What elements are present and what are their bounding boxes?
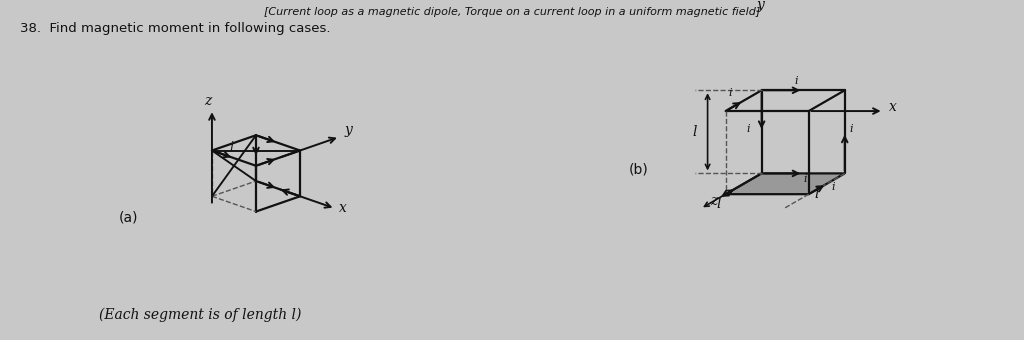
Text: x: x xyxy=(890,100,897,114)
Text: l: l xyxy=(814,187,819,201)
Text: i: i xyxy=(729,88,732,98)
Text: i: i xyxy=(746,124,751,134)
Text: z: z xyxy=(204,94,211,107)
Text: i: i xyxy=(831,183,836,192)
Text: i: i xyxy=(850,124,853,134)
Text: l: l xyxy=(716,197,721,211)
Text: 38.  Find magnetic moment in following cases.: 38. Find magnetic moment in following ca… xyxy=(20,22,331,35)
Text: (b): (b) xyxy=(629,163,648,176)
Text: [Current loop as a magnetic dipole, Torque on a current loop in a uniform magnet: [Current loop as a magnetic dipole, Torq… xyxy=(264,7,760,17)
Polygon shape xyxy=(726,173,845,194)
Text: i: i xyxy=(229,141,233,154)
Text: y: y xyxy=(756,0,764,12)
Text: (Each segment is of length l): (Each segment is of length l) xyxy=(98,308,301,322)
Text: (a): (a) xyxy=(119,210,138,224)
Text: z: z xyxy=(710,194,718,208)
Text: i: i xyxy=(803,174,807,184)
Text: x: x xyxy=(339,201,347,215)
Text: i: i xyxy=(795,75,799,86)
Text: y: y xyxy=(344,123,352,137)
Text: l: l xyxy=(693,125,697,139)
